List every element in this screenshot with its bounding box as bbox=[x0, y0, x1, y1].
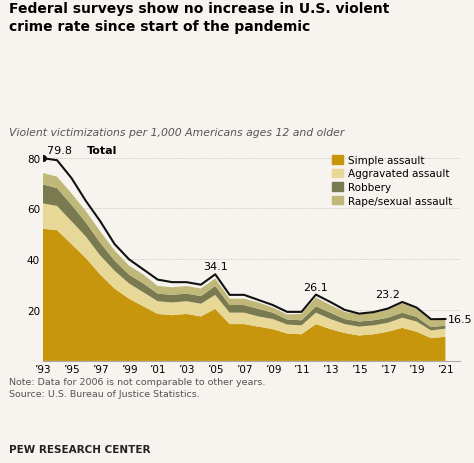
Text: PEW RESEARCH CENTER: PEW RESEARCH CENTER bbox=[9, 444, 151, 455]
Text: 16.5: 16.5 bbox=[448, 314, 473, 324]
Text: Violent victimizations per 1,000 Americans ages 12 and older: Violent victimizations per 1,000 America… bbox=[9, 127, 345, 138]
Text: Federal surveys show no increase in U.S. violent
crime rate since start of the p: Federal surveys show no increase in U.S.… bbox=[9, 2, 390, 33]
Text: 79.8: 79.8 bbox=[47, 146, 75, 156]
Text: Total: Total bbox=[87, 146, 118, 156]
Text: 26.1: 26.1 bbox=[303, 282, 328, 292]
Legend: Simple assault, Aggravated assault, Robbery, Rape/sexual assault: Simple assault, Aggravated assault, Robb… bbox=[330, 153, 455, 208]
Text: 23.2: 23.2 bbox=[375, 289, 401, 299]
Text: 34.1: 34.1 bbox=[203, 262, 228, 272]
Text: Note: Data for 2006 is not comparable to other years.
Source: U.S. Bureau of Jus: Note: Data for 2006 is not comparable to… bbox=[9, 377, 266, 398]
